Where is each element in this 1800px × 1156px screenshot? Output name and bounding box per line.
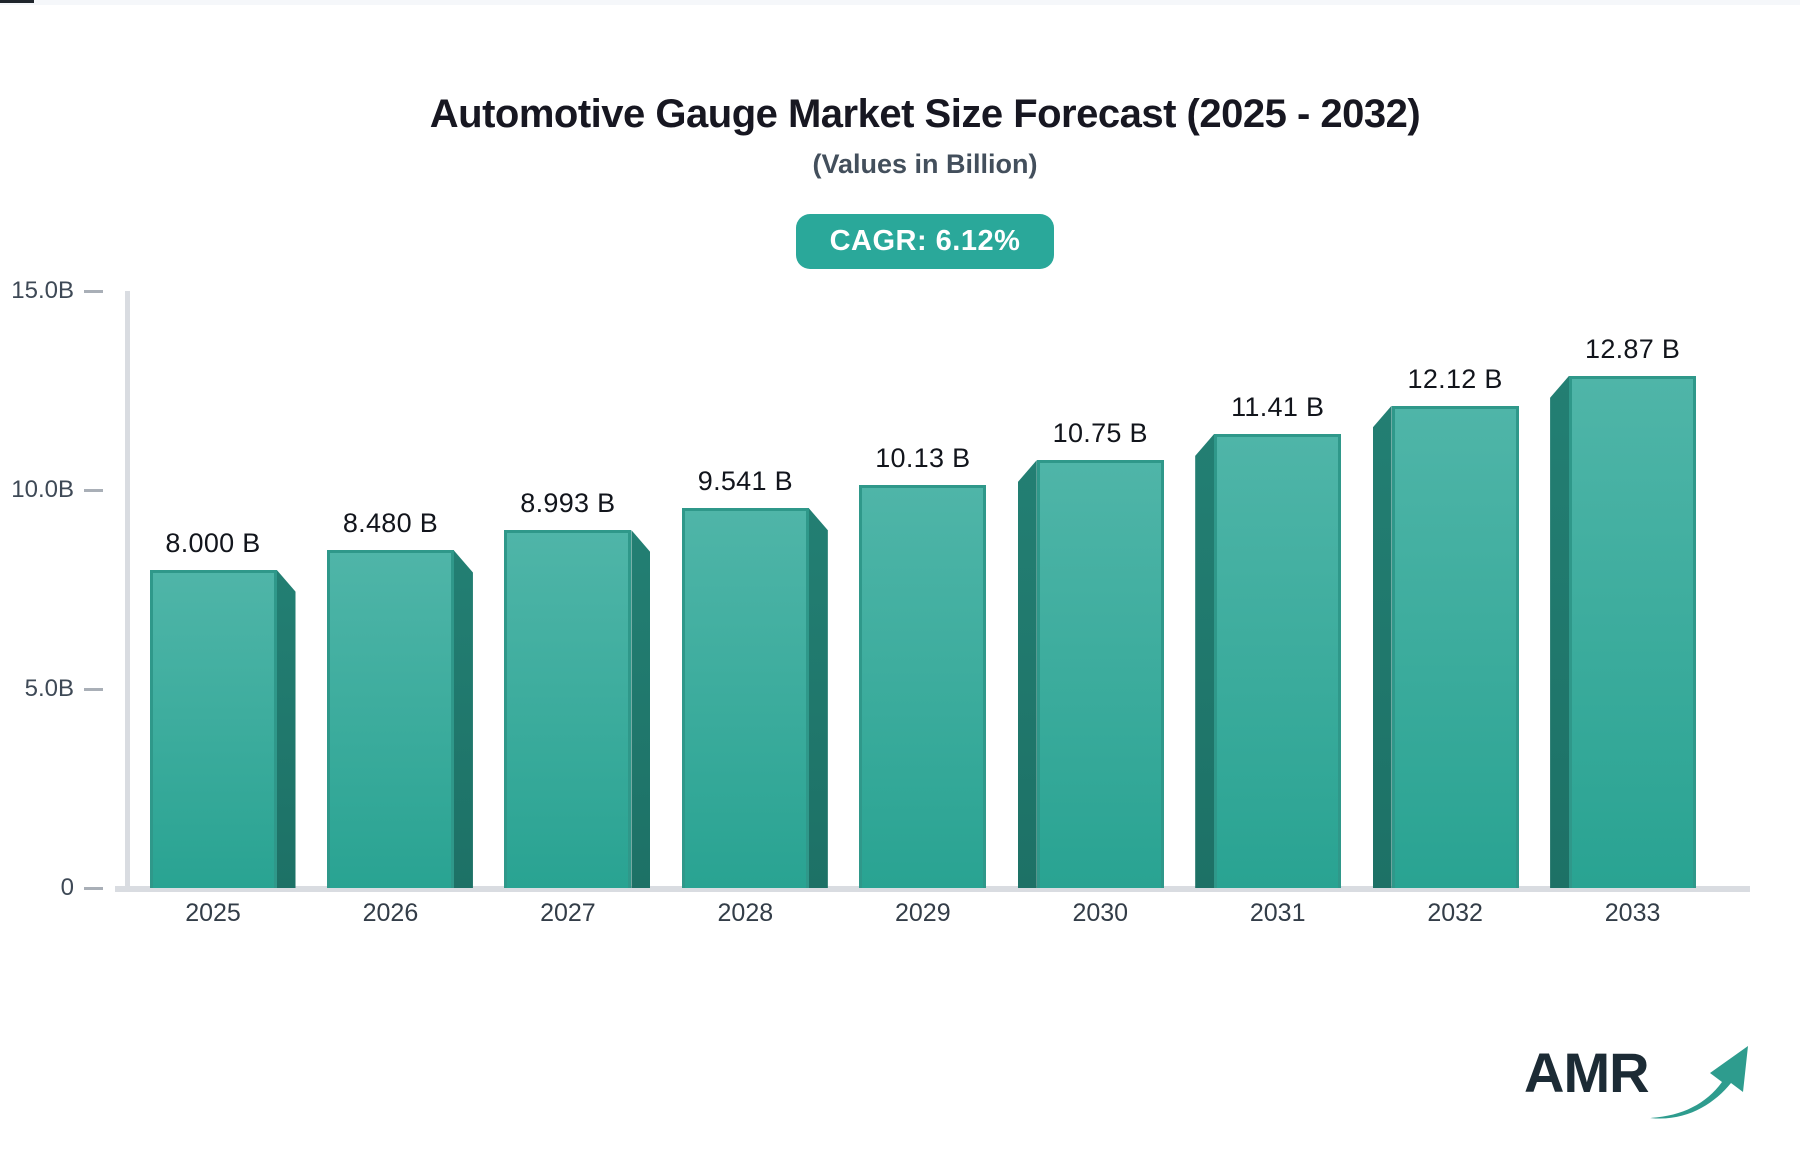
y-tick-label-10.0B: 10.0B — [11, 476, 74, 503]
x-tick-label-2029: 2029 — [894, 899, 951, 927]
y-axis-line — [125, 291, 130, 892]
amr-arrow-icon — [1650, 1046, 1748, 1119]
y-tick-label-15.0B: 15.0B — [11, 277, 74, 304]
page-edge-top-corner — [0, 0, 34, 3]
bar-2026-side-face — [453, 550, 473, 888]
bar-value-label-2029: 10.13 B — [875, 442, 971, 473]
bar-chart: 15.0B 10.0B 5.0B 0 8.000 B 2025 8.480 B 2026 8.9… — [11, 279, 1750, 927]
bar-value-label-2028: 9.541 B — [697, 466, 793, 497]
x-tick-label-2028: 2028 — [717, 899, 774, 927]
y-tick-mark — [84, 290, 103, 293]
x-tick-label-2025: 2025 — [185, 899, 241, 927]
x-tick-label-2033: 2033 — [1604, 899, 1661, 927]
bar-2027-side-face — [631, 530, 651, 888]
chart-subtitle: (Values in Billion) — [812, 149, 1038, 179]
bar-2032 — [1391, 405, 1519, 888]
y-tick-label-5.0B: 5.0B — [24, 675, 74, 702]
amr-logo: AMR — [1524, 1032, 1754, 1127]
bar-2028-side-face — [808, 508, 828, 888]
bar-2033-side-face — [1550, 375, 1570, 888]
bar-2026 — [326, 550, 454, 888]
x-tick-label-2030: 2030 — [1072, 899, 1129, 927]
x-tick-label-2027: 2027 — [540, 899, 596, 927]
bar-2033 — [1569, 375, 1697, 888]
bar-2031 — [1214, 433, 1342, 888]
x-axis-line — [115, 886, 1750, 892]
bar-value-label-2030: 10.75 B — [1052, 418, 1148, 449]
bar-value-label-2033: 12.87 B — [1585, 333, 1681, 364]
bar-value-label-2031: 11.41 B — [1231, 391, 1325, 422]
bar-value-label-2027: 8.993 B — [520, 488, 616, 519]
bar-2032-side-face — [1372, 405, 1392, 888]
x-tick-label-2032: 2032 — [1427, 899, 1483, 927]
chart-title: Automotive Gauge Market Size Forecast (2… — [429, 92, 1421, 136]
bar-2025 — [149, 569, 277, 888]
y-tick-mark — [84, 489, 103, 492]
y-tick-mark — [84, 887, 103, 890]
bar-2030-side-face — [1017, 460, 1037, 888]
page-edge-top — [0, 0, 1800, 5]
y-tick-mark — [84, 688, 103, 691]
bar-2025-side-face — [276, 569, 296, 888]
bar-2031-side-face — [1195, 433, 1215, 888]
bar-value-label-2025: 8.000 B — [165, 527, 261, 558]
bar-2029 — [859, 484, 987, 888]
x-tick-label-2026: 2026 — [362, 899, 419, 927]
bar-2028 — [681, 508, 809, 888]
y-tick-label-0: 0 — [60, 874, 74, 901]
bar-2027 — [504, 530, 632, 888]
bar-value-label-2032: 12.12 B — [1407, 363, 1503, 394]
bar-2030 — [1036, 460, 1164, 888]
chart-header: Automotive Gauge Market Size Forecast (2… — [50, 92, 1800, 269]
bar-value-label-2026: 8.480 B — [342, 508, 439, 539]
amr-logo-text: AMR — [1524, 1041, 1650, 1104]
cagr-badge: CAGR: 6.12% — [795, 214, 1055, 269]
x-tick-label-2031: 2031 — [1249, 899, 1306, 927]
